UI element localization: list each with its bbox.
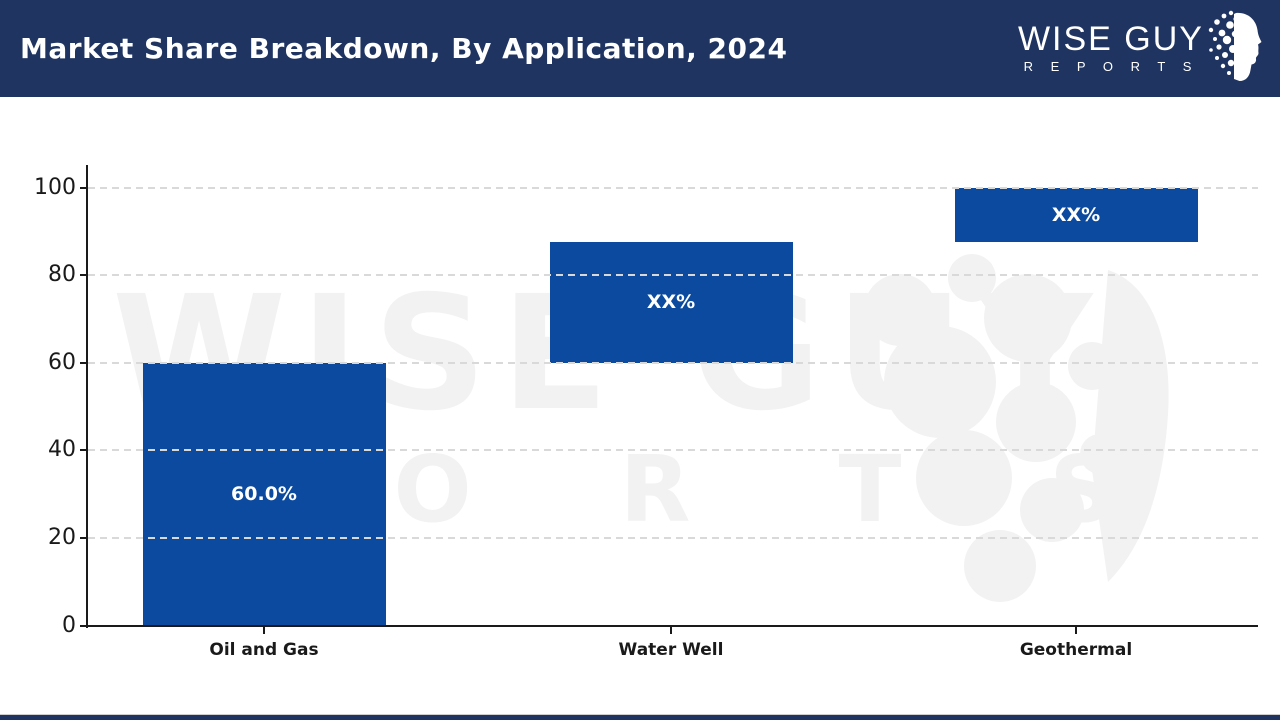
bar-value-label: XX% xyxy=(646,291,696,314)
y-tick-label-20: 20 xyxy=(48,524,76,550)
x-axis-spine xyxy=(86,624,1258,627)
footer-band xyxy=(0,714,1280,720)
gridline-y20 xyxy=(88,536,1258,539)
y-tick-label-40: 40 xyxy=(48,437,76,463)
brand-logo-text: WISE GUY R E P O R T S xyxy=(1018,21,1204,74)
y-tickmark-40 xyxy=(80,449,88,452)
y-tick-label-60: 60 xyxy=(48,349,76,375)
y-tickmark-60 xyxy=(80,361,88,364)
y-axis-spine xyxy=(86,165,88,628)
gridline-y40 xyxy=(88,449,1258,452)
bar-water-well: XX% xyxy=(549,242,793,363)
x-tickmark-2 xyxy=(670,626,672,634)
y-tickmark-0 xyxy=(80,624,88,627)
head-profile-icon xyxy=(1208,10,1262,81)
brand-name: WISE GUY xyxy=(1017,19,1204,58)
y-tickmark-20 xyxy=(80,536,88,539)
y-tick-label-0: 0 xyxy=(62,612,76,638)
bar-oil-and-gas: 60.0% xyxy=(142,362,386,626)
bar-value-label: 60.0% xyxy=(231,483,297,506)
bar-geothermal: XX% xyxy=(954,187,1198,243)
brand-subtitle: R E P O R T S xyxy=(1023,58,1199,74)
gridline-y60 xyxy=(88,361,1258,364)
header-band: Market Share Breakdown, By Application, … xyxy=(0,0,1280,97)
y-tick-label-80: 80 xyxy=(48,262,76,288)
bar-value-label: XX% xyxy=(1051,203,1101,226)
x-tickmark-1 xyxy=(263,626,265,634)
page-title: Market Share Breakdown, By Application, … xyxy=(20,32,788,65)
x-category-label-1: Oil and Gas xyxy=(209,639,319,660)
x-category-label-2: Water Well xyxy=(618,639,724,660)
y-tickmark-80 xyxy=(80,274,88,277)
y-tick-label-100: 100 xyxy=(34,174,76,200)
gridline-y80 xyxy=(88,274,1258,277)
gridline-y100 xyxy=(88,186,1258,189)
x-tickmark-3 xyxy=(1075,626,1077,634)
y-tickmark-100 xyxy=(80,186,88,189)
x-category-label-3: Geothermal xyxy=(1019,639,1133,660)
brand-logo: WISE GUY R E P O R T S xyxy=(1018,8,1266,86)
